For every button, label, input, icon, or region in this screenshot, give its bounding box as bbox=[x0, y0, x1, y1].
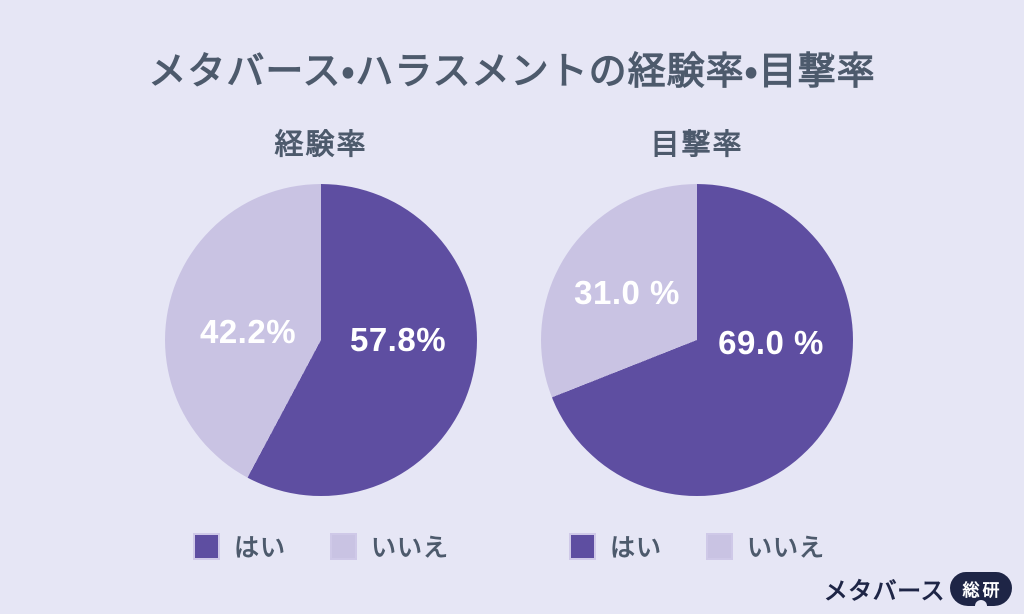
brand-logo-text: メタバース bbox=[823, 578, 945, 605]
legend-item-no: いいえ bbox=[706, 528, 825, 564]
legend-swatch-yes bbox=[568, 532, 596, 560]
chart-subtitle-experience: 経験率 bbox=[274, 129, 368, 161]
chart-subtitle-witness: 目撃率 bbox=[650, 129, 744, 161]
legend-swatch-no bbox=[706, 532, 733, 560]
pie-chart-witness: 69.0 % 31.0 % bbox=[541, 184, 853, 496]
pie-chart-experience: 57.8% 42.2% bbox=[165, 184, 477, 496]
legend-experience: はい いいえ bbox=[192, 528, 449, 564]
legend-label-no: いいえ bbox=[371, 534, 450, 562]
legend-item-no: いいえ bbox=[330, 528, 449, 564]
page-title: メタバース・ハラスメントの経験率・目撃率 bbox=[148, 51, 876, 93]
chart-section-experience: 経験率 57.8% 42.2% はい いいえ bbox=[131, 121, 511, 564]
legend-label-yes: はい bbox=[233, 534, 286, 562]
slice-value-label-yes: 57.8% bbox=[349, 321, 447, 358]
legend-swatch-no bbox=[330, 532, 357, 560]
brand-logo-badge: 総研 bbox=[950, 571, 1012, 606]
legend-witness: はい いいえ bbox=[568, 528, 825, 564]
slice-value-label-yes: 69.0 % bbox=[718, 324, 824, 361]
chart-section-witness: 目撃率 69.0 % 31.0 % はい いいえ bbox=[507, 121, 887, 564]
legend-swatch-yes bbox=[192, 532, 220, 560]
slice-value-label-no: 42.2% bbox=[199, 313, 297, 350]
legend-item-yes: はい bbox=[192, 528, 286, 564]
legend-label-no: いいえ bbox=[747, 534, 826, 562]
brand-logo: メタバース 総研 bbox=[824, 571, 1012, 606]
slice-value-label-no: 31.0 % bbox=[574, 274, 680, 311]
legend-item-yes: はい bbox=[568, 528, 662, 564]
legend-label-yes: はい bbox=[609, 534, 662, 562]
